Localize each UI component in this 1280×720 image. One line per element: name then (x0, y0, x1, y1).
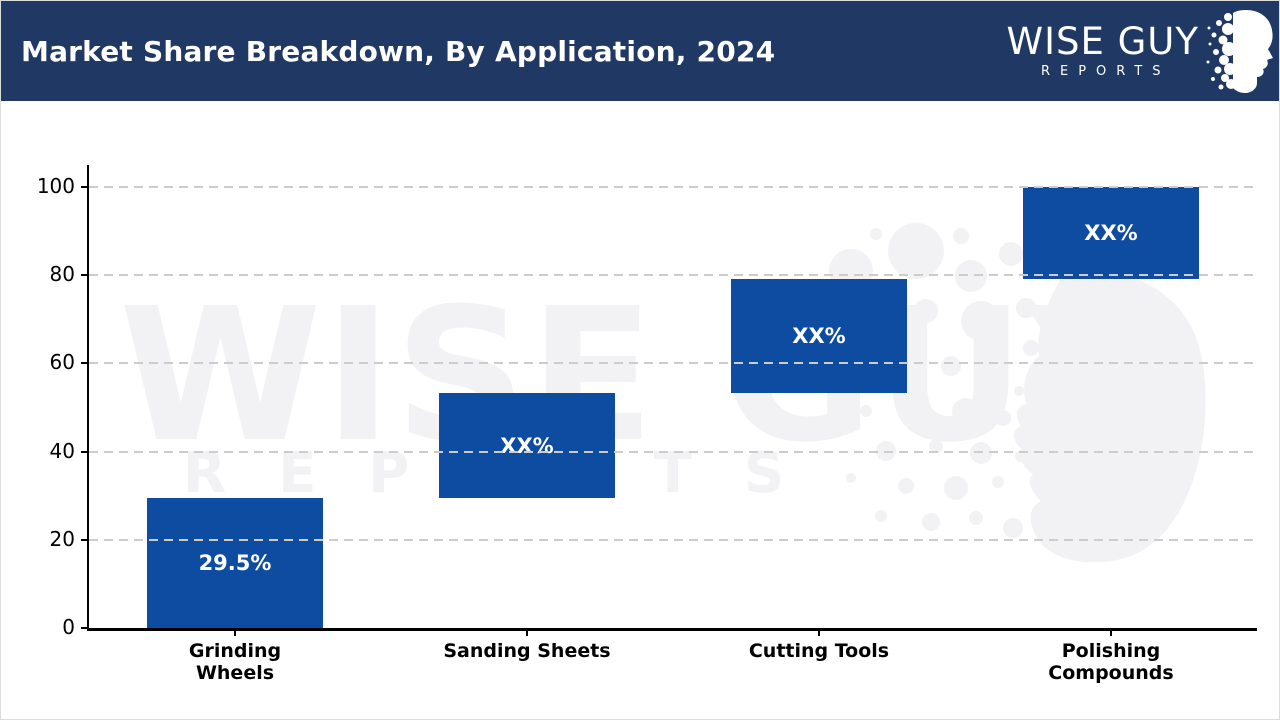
x-tick-3 (1110, 628, 1112, 636)
x-label-3: Polishing Compounds (1048, 640, 1174, 685)
logo-text: WISE GUY REPORTS (1006, 20, 1199, 79)
page-title: Market Share Breakdown, By Application, … (21, 35, 776, 68)
gridline-40 (89, 450, 1257, 453)
bar-cutting-tools: XX% (731, 278, 907, 394)
bar-value-label: XX% (500, 433, 554, 458)
y-tick-100 (81, 186, 89, 188)
x-tick-0 (234, 628, 236, 636)
x-label-0: Grinding Wheels (188, 640, 282, 685)
y-tick-label-60: 60 (49, 350, 75, 375)
x-tick-2 (818, 628, 820, 636)
watermark-head-dots (829, 223, 1206, 563)
y-tick-20 (81, 538, 89, 541)
logo-subtitle: REPORTS (1040, 63, 1171, 79)
x-label-2: Cutting Tools (748, 640, 890, 662)
bar-value-label: 29.5% (198, 550, 272, 575)
header-band: Market Share Breakdown, By Application, … (1, 1, 1279, 101)
bar-polishing-compounds: XX% (1023, 187, 1199, 279)
logo-wordmark: WISE GUY (1006, 20, 1199, 64)
bar-sanding-sheets: XX% (439, 393, 615, 498)
y-tick-label-20: 20 (49, 526, 75, 551)
bar-grinding-wheels: 29.5% (147, 497, 323, 628)
x-tick-1 (526, 628, 528, 636)
bar-value-label: XX% (792, 324, 846, 349)
wise-guy-reports-logo: WISE GUY REPORTS (1007, 7, 1275, 95)
x-label-1: Sanding Sheets (443, 640, 611, 662)
y-tick-40 (81, 450, 89, 453)
gridline-80 (89, 274, 1257, 277)
y-tick-label-100: 100 (36, 174, 75, 198)
y-tick-label-80: 80 (49, 262, 75, 287)
bar-value-label: XX% (1084, 220, 1138, 245)
gridline-20 (89, 538, 1257, 541)
y-tick-80 (81, 274, 89, 277)
y-tick-0 (81, 627, 89, 629)
y-tick-label-0: 0 (62, 615, 75, 639)
logo-head-icon (1206, 10, 1273, 93)
y-axis-line (87, 164, 89, 631)
gridline-60 (89, 362, 1257, 365)
x-axis-line (87, 628, 1257, 631)
y-tick-60 (81, 362, 89, 365)
y-tick-label-40: 40 (49, 438, 75, 463)
gridline-100 (89, 186, 1257, 188)
